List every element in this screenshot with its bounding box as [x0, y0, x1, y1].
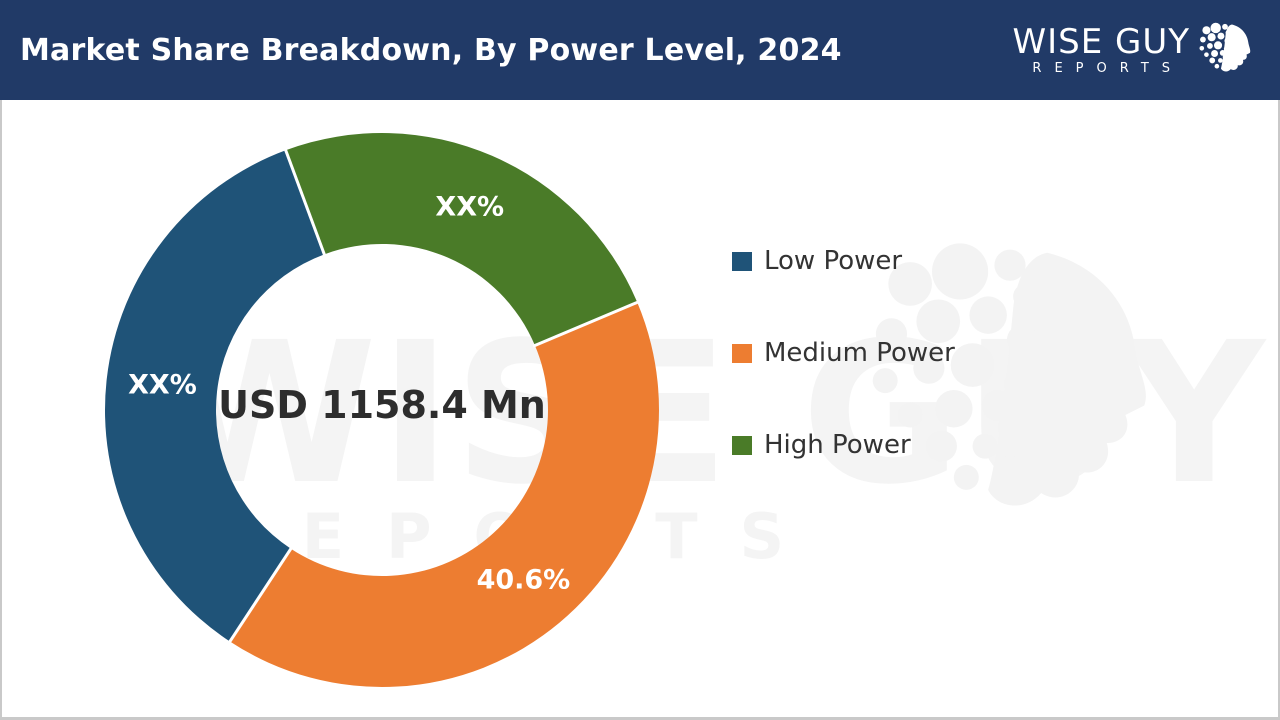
segment-separator [283, 148, 327, 257]
segment-label-medium-power: 40.6% [477, 564, 571, 595]
legend-item-low-power: Low Power [732, 246, 955, 276]
segment-separator [228, 546, 294, 644]
header-bar: Market Share Breakdown, By Power Level, … [0, 0, 1280, 100]
legend-label-medium-power: Medium Power [764, 338, 955, 368]
logo-wordmark-block: WISE GUY REPORTS [1012, 25, 1190, 76]
donut-segment-low-power [105, 150, 325, 642]
legend-label-low-power: Low Power [764, 246, 903, 276]
logo-face-icon [1199, 22, 1251, 72]
legend-swatch-high-power [732, 435, 752, 455]
wise-guy-logo: WISE GUY REPORTS [1012, 11, 1254, 89]
legend-label-high-power: High Power [764, 430, 911, 460]
donut-segment-high-power [285, 132, 638, 346]
logo-wordmark: WISE GUY [1012, 21, 1190, 62]
donut-chart: XX% XX% 40.6% [105, 132, 659, 687]
page-title: Market Share Breakdown, By Power Level, … [20, 32, 842, 68]
segment-label-high-power: XX% [435, 192, 504, 223]
logo-subtext: REPORTS [1032, 60, 1184, 76]
legend-swatch-medium-power [732, 343, 752, 363]
donut-segment-medium-power [229, 302, 659, 687]
segment-separator [532, 300, 639, 348]
segment-label-low-power: XX% [128, 370, 197, 401]
legend-item-high-power: High Power [732, 430, 955, 460]
legend-swatch-low-power [732, 251, 752, 271]
legend: Low Power Medium Power High Power [732, 246, 955, 460]
chart-area: WISE GUY REPORTS XX%XX%40.6% USD 1158.4 … [0, 100, 1280, 720]
legend-item-medium-power: Medium Power [732, 338, 955, 368]
donut-center-value: USD 1158.4 Mn [218, 383, 546, 427]
